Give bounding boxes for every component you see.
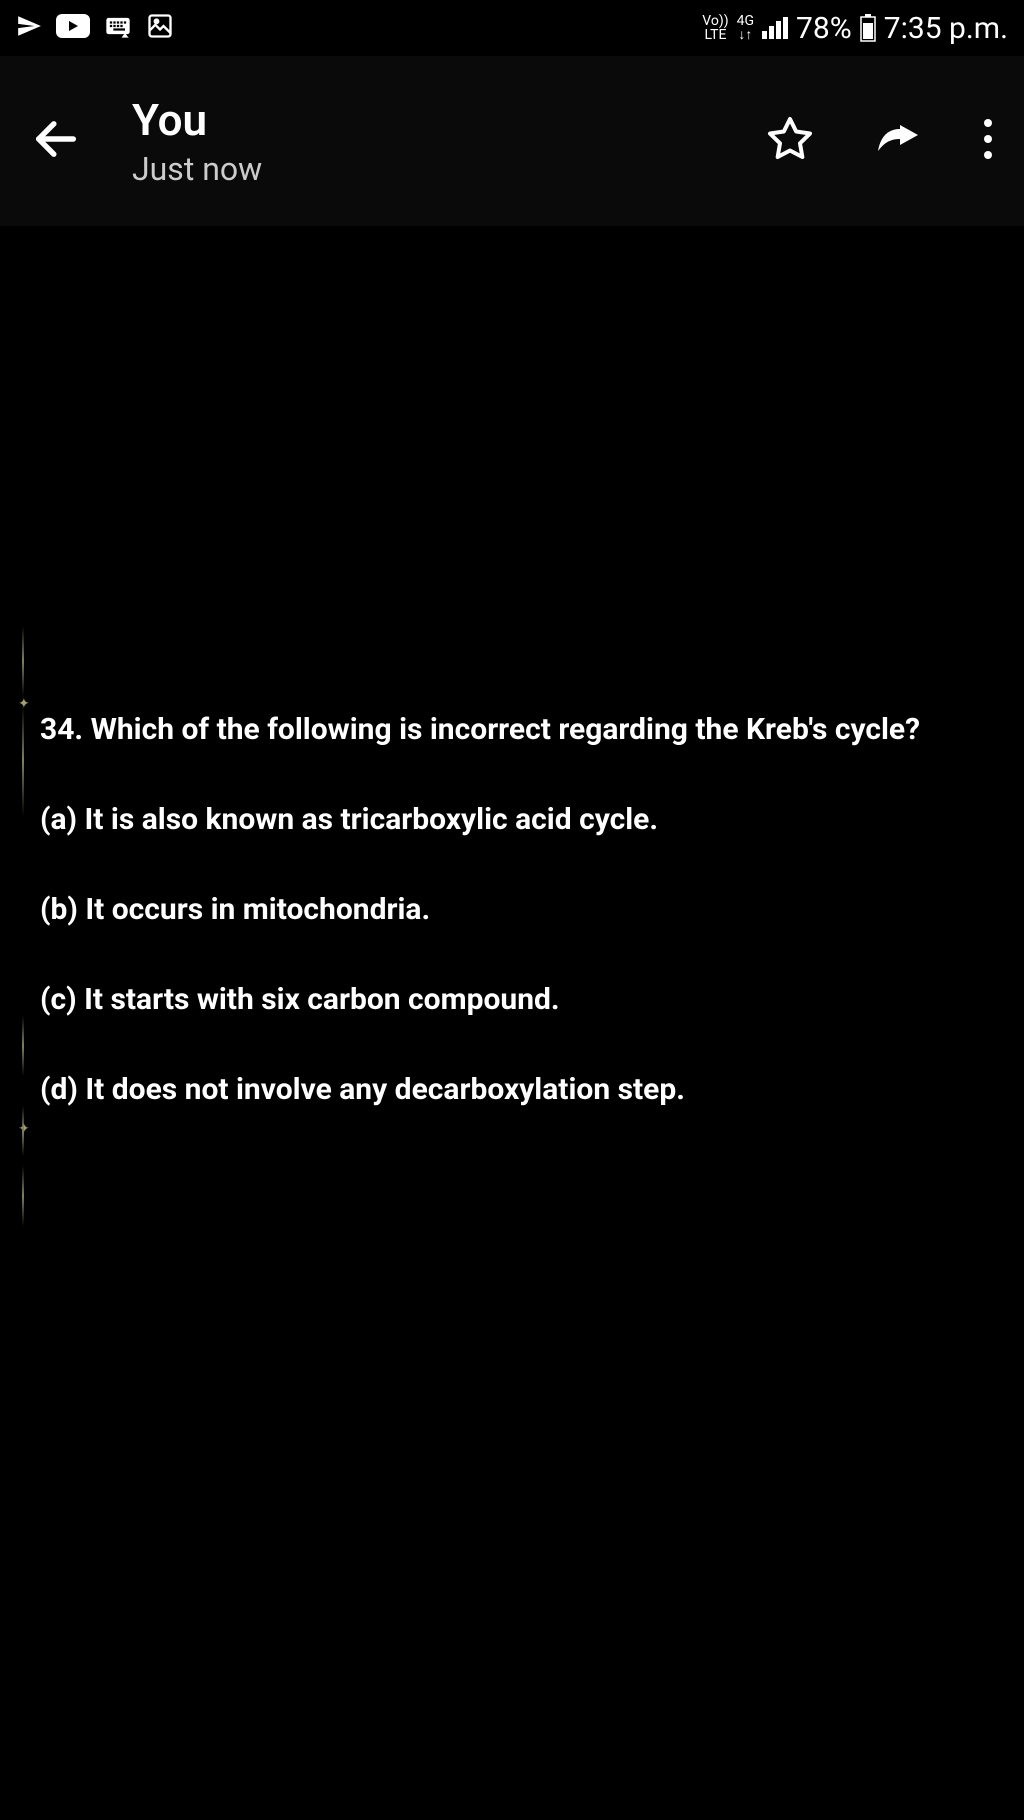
- status-right-icons: Vo)) LTE 4G ↓↑ 78% 7:35 p.m.: [702, 11, 1008, 46]
- decorative-line: [22, 1106, 24, 1156]
- header-actions: [766, 115, 994, 167]
- signal-icon: [762, 17, 788, 39]
- option-c: (c) It starts with six carbon compound.: [40, 976, 994, 1024]
- option-d: (d) It does not involve any decarboxylat…: [40, 1066, 994, 1114]
- image-icon: [146, 12, 174, 44]
- app-header: You Just now: [0, 56, 1024, 226]
- option-b: (b) It occurs in mitochondria.: [40, 886, 994, 934]
- decorative-line: [22, 706, 24, 816]
- content-area: ✦ 34. Which of the following is incorrec…: [0, 226, 1024, 1114]
- star-button[interactable]: [766, 115, 814, 167]
- battery-icon: [860, 14, 876, 42]
- share-button[interactable]: [874, 115, 922, 167]
- back-button[interactable]: [30, 113, 82, 169]
- send-icon: [16, 13, 42, 43]
- decorative-line: [22, 626, 24, 696]
- volte-indicator: Vo)) LTE: [702, 14, 728, 42]
- 4g-indicator: 4G ↓↑: [737, 14, 754, 42]
- question-text: 34. Which of the following is incorrect …: [40, 706, 994, 754]
- status-left-icons: [16, 12, 174, 44]
- decorative-line: [22, 1166, 24, 1226]
- option-a: (a) It is also known as tricarboxylic ac…: [40, 796, 994, 844]
- time-display: 7:35 p.m.: [884, 11, 1008, 46]
- 4g-bottom: ↓↑: [737, 28, 754, 42]
- keyboard-icon: [104, 12, 132, 44]
- more-menu-button[interactable]: [982, 117, 994, 165]
- question-block: ✦ 34. Which of the following is incorrec…: [30, 706, 994, 1114]
- header-title: You: [132, 94, 766, 146]
- decorative-line: [22, 1016, 24, 1076]
- volte-bottom: LTE: [702, 28, 728, 42]
- volte-top: Vo)): [702, 14, 728, 28]
- youtube-icon: [56, 14, 90, 42]
- header-title-group: You Just now: [132, 94, 766, 188]
- battery-percent: 78%: [796, 11, 852, 46]
- 4g-top: 4G: [737, 14, 754, 28]
- status-bar: Vo)) LTE 4G ↓↑ 78% 7:35 p.m.: [0, 0, 1024, 56]
- header-subtitle: Just now: [132, 150, 766, 188]
